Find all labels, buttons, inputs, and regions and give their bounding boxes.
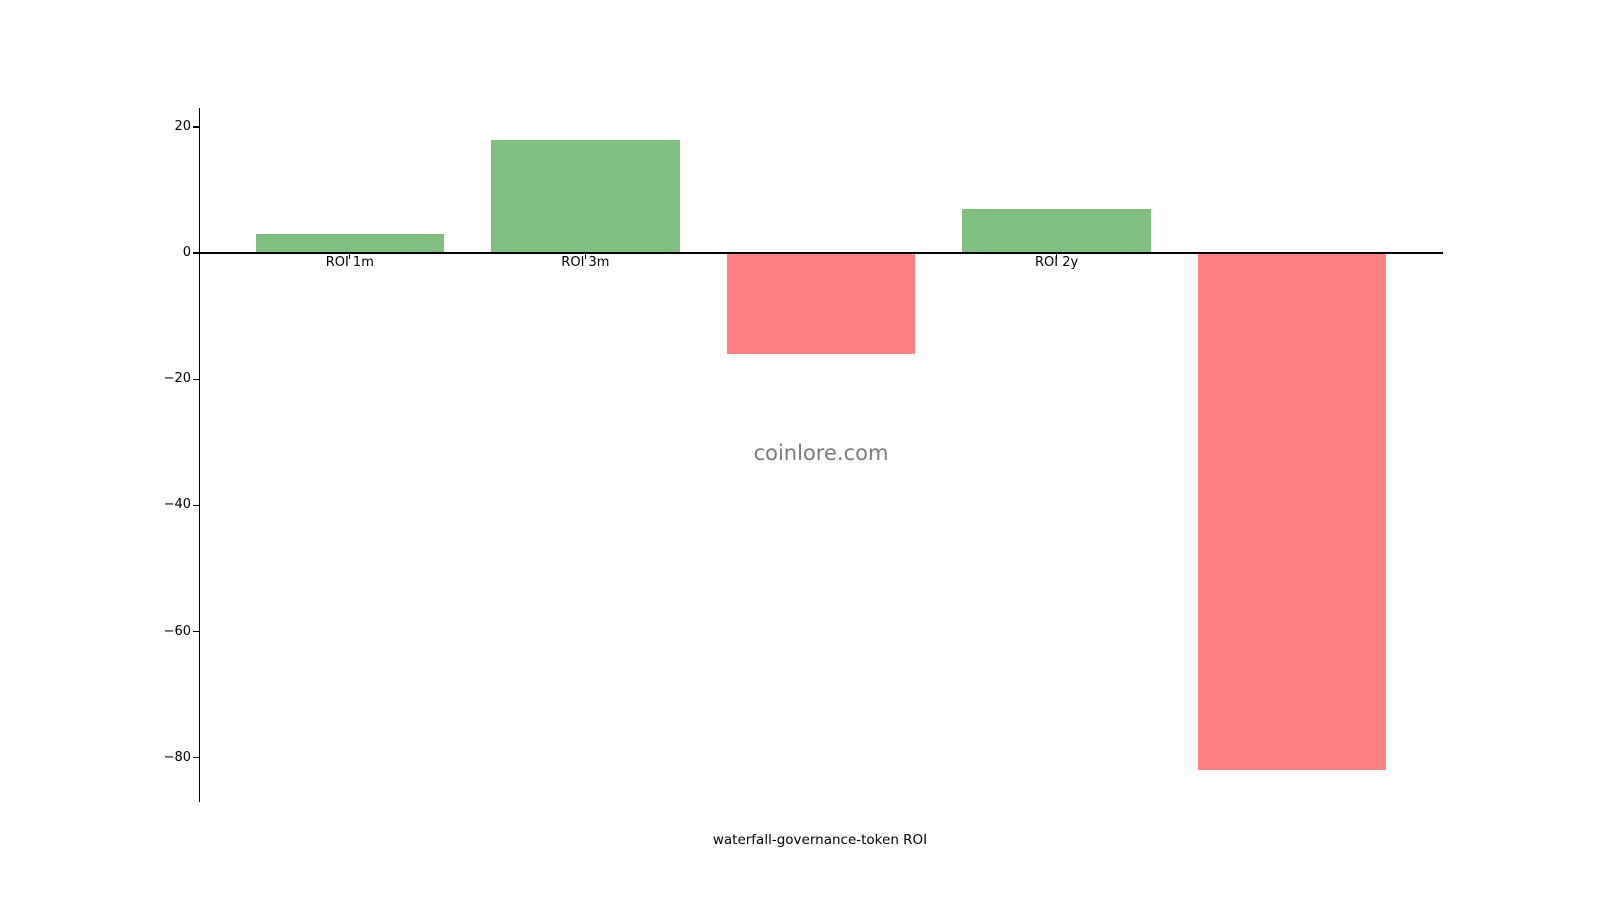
y-tick-mark	[193, 757, 199, 759]
y-tick-mark	[193, 126, 199, 128]
chart-title: waterfall-governance-token ROI	[712, 832, 928, 848]
bar-3	[726, 253, 916, 355]
x-tick-mark	[1055, 253, 1058, 260]
x-tick-mark	[584, 253, 587, 260]
y-tick-mark	[193, 252, 199, 254]
x-tick-label: ROI 3m	[561, 255, 610, 271]
y-tick-mark	[193, 631, 199, 633]
x-tick-label: ROI 2y	[1034, 255, 1079, 271]
bar-5	[1197, 253, 1387, 771]
x-tick-label: ROI 1m	[325, 255, 374, 271]
watermark-text: coinlore.com	[753, 441, 889, 465]
x-tick-mark	[349, 253, 351, 260]
y-axis-spine	[199, 108, 201, 802]
bar-1	[255, 234, 445, 254]
y-tick-label: −20	[163, 371, 191, 387]
x-axis-spine	[199, 252, 1443, 254]
y-tick-label: 20	[174, 118, 191, 134]
bar-4	[962, 208, 1151, 254]
bar-2	[491, 139, 680, 254]
y-tick-label: 0	[182, 245, 191, 261]
y-tick-mark	[193, 378, 199, 380]
y-tick-label: −40	[163, 497, 191, 513]
y-tick-label: −60	[163, 623, 191, 639]
y-tick-mark	[193, 504, 199, 507]
y-tick-label: −80	[163, 749, 191, 765]
